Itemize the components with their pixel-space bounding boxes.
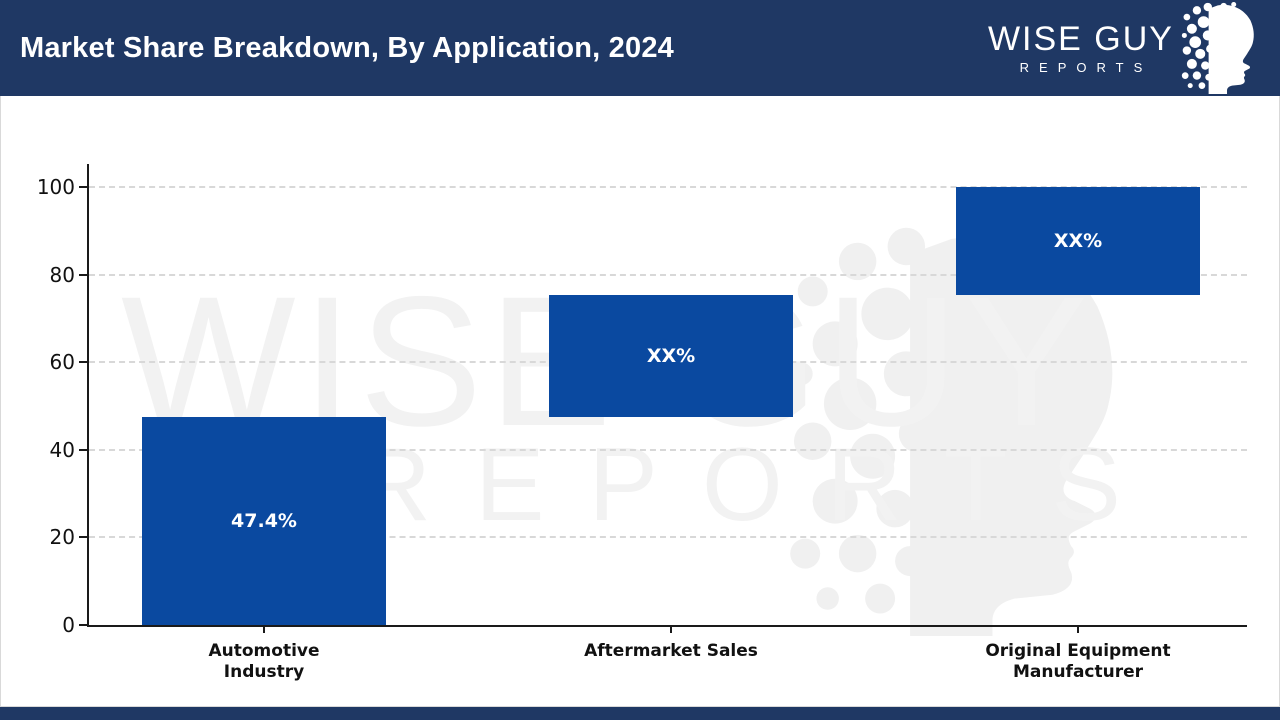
y-gridline (89, 186, 1247, 188)
y-gridline (89, 273, 1247, 276)
x-tick-label-line: Industry (223, 662, 305, 682)
bar-value-label: XX% (646, 345, 696, 368)
bar: 47.4% (142, 417, 386, 625)
y-tick-label: 100 (36, 175, 75, 199)
logo-wordmark-sub: REPORTS (1019, 60, 1153, 75)
page-title: Market Share Breakdown, By Application, … (20, 31, 674, 64)
y-tick-mark (79, 361, 87, 364)
plot: 0 20 40 60 80 100 47.4% Automotive Industry XX% Af… (1, 96, 1280, 706)
y-tick-mark (79, 624, 87, 626)
y-tick-mark (79, 536, 87, 539)
y-tick-label: 20 (49, 525, 75, 550)
x-tick-label-line: Automotive (208, 641, 320, 661)
header-bar: Market Share Breakdown, By Application, … (0, 0, 1280, 96)
y-tick-label: 40 (49, 437, 75, 462)
y-tick-label: 80 (49, 262, 75, 287)
footer-bar (0, 706, 1280, 720)
y-tick-mark (79, 448, 87, 451)
bar: XX% (956, 187, 1200, 295)
bar-value-label: 47.4% (231, 510, 297, 533)
chart-area: WISE GUY REPORTS 0 20 40 60 80 100 47.4% Automo… (0, 96, 1280, 706)
x-tick-mark (670, 625, 672, 633)
x-tick-mark (1077, 625, 1079, 633)
y-tick-label: 60 (49, 350, 75, 375)
x-tick-mark (263, 625, 265, 633)
y-tick-mark (79, 273, 87, 276)
y-gridline (89, 536, 1247, 539)
y-tick-label: 0 (62, 613, 75, 637)
x-tick-label: Aftermarket Sales (501, 641, 841, 662)
y-tick-mark (79, 186, 87, 188)
wiseguy-logo: WISE GUY REPORTS (988, 2, 1266, 94)
x-tick-label-line: Original Equipment (985, 641, 1171, 661)
x-tick-label-line: Manufacturer (1012, 662, 1144, 682)
y-gridline (89, 448, 1247, 451)
x-tick-label: Automotive Industry (94, 641, 434, 683)
bar-value-label: XX% (1053, 229, 1103, 252)
logo-wordmark-main: WISE GUY (987, 20, 1174, 58)
logo-wordmark: WISE GUY REPORTS (988, 21, 1174, 75)
y-axis-line (87, 164, 89, 627)
face-profile-dots-icon (1181, 2, 1254, 94)
bar: XX% (549, 294, 793, 418)
x-tick-label-line: Aftermarket Sales (584, 641, 758, 661)
x-tick-label: Original Equipment Manufacturer (908, 641, 1248, 683)
x-axis-line (87, 625, 1247, 627)
